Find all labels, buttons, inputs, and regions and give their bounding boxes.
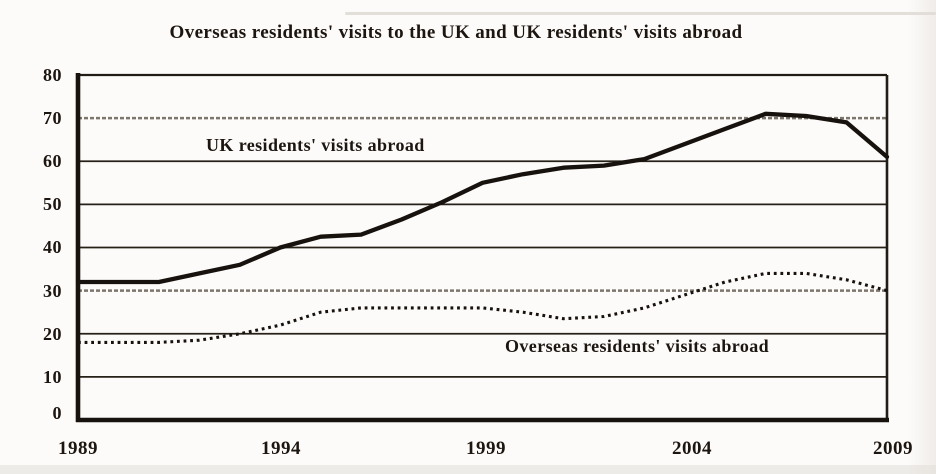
plot-border — [75, 73, 889, 423]
y-tick-label-80: 80 — [43, 65, 62, 85]
y-tick-label-10: 10 — [43, 367, 62, 387]
y-tick-label-50: 50 — [43, 194, 62, 214]
chart-title: Overseas residents' visits to the UK and… — [169, 22, 743, 43]
x-tick-label-1994: 1994 — [261, 438, 301, 459]
scan-artifact-top — [345, 12, 936, 15]
scan-artifact-bottom — [0, 465, 936, 474]
x-tick-label-2009: 2009 — [873, 438, 913, 459]
y-tick-label-30: 30 — [43, 281, 62, 301]
x-tick-label-1999: 1999 — [466, 438, 506, 459]
x-tick-label-1989: 1989 — [58, 438, 98, 459]
y-tick-label-20: 20 — [43, 324, 62, 344]
series-label-overseas: Overseas residents' visits abroad — [505, 336, 770, 356]
y-tick-label-0: 0 — [52, 403, 62, 423]
y-tick-label-70: 70 — [43, 108, 62, 128]
x-tick-label-2004: 2004 — [672, 438, 712, 459]
series-label-uk: UK residents' visits abroad — [206, 135, 425, 155]
scan-artifact-right — [908, 0, 936, 474]
series-line-uk — [75, 111, 890, 285]
y-tick-label-60: 60 — [43, 151, 62, 171]
y-tick-label-40: 40 — [43, 237, 62, 257]
series-line-overseas — [78, 271, 888, 344]
